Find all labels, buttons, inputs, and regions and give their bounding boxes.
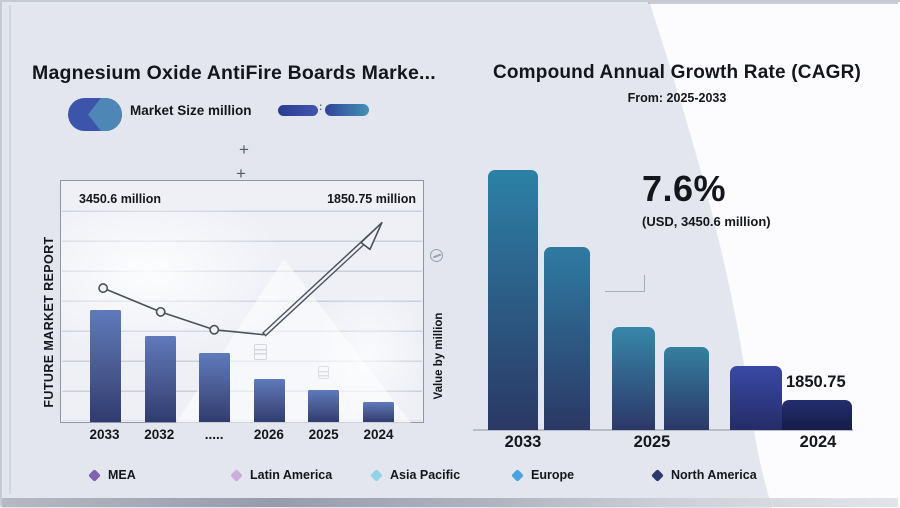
legend-item-label: North America	[671, 468, 757, 482]
bar-2025	[308, 390, 340, 422]
bar-secondary-2025	[664, 347, 709, 430]
x-axis-label-2025: 2025	[633, 433, 671, 451]
bar-pair-2033	[488, 170, 590, 430]
market-size-legend-label: Market Size million	[130, 103, 252, 118]
x-axis-label: 2033	[89, 427, 120, 442]
legend-diamond-icon	[651, 468, 664, 482]
legend-diamond-icon	[230, 468, 243, 482]
left-x-labels: 2033 2032..... 2026 2025 2024	[89, 427, 394, 442]
legend-item-label: Latin America	[250, 468, 333, 482]
bar-.....	[199, 353, 231, 422]
x-axis-label: 2032	[144, 427, 175, 442]
x-axis-line	[473, 429, 853, 431]
bar-secondary-2033	[544, 247, 590, 430]
ratio-pill-right-icon	[325, 104, 369, 116]
bar-pair-2024	[730, 366, 852, 430]
end-value-label: 1850.75 million	[327, 192, 416, 206]
bar-secondary-2024	[782, 400, 852, 430]
minus-circle-icon	[430, 249, 443, 262]
bar-gap	[655, 347, 664, 397]
bar-2024	[362, 402, 394, 422]
bar-pair-2025	[612, 327, 709, 430]
document-icon	[254, 344, 267, 360]
market-size-pill-icon	[68, 98, 122, 131]
bar-2032	[144, 336, 176, 422]
ratio-pill-left-icon	[278, 105, 318, 116]
step-line-decor	[605, 275, 645, 292]
end-value-label-right: 1850.75	[786, 373, 846, 391]
legend-diamond-icon	[511, 468, 524, 482]
x-axis-label: 2025	[308, 427, 339, 442]
frame-line	[9, 5, 11, 494]
legend-item-latin-america: Latin America	[230, 468, 333, 482]
cagr-usd-note: (USD, 3450.6 million)	[642, 214, 771, 229]
plus-icon: +	[236, 164, 246, 183]
page-title: Magnesium Oxide AntiFire Boards Marke...	[32, 62, 436, 84]
plus-icon: +	[239, 140, 249, 159]
legend-item-asia-pacific: Asia Pacific	[370, 468, 461, 482]
bar-gap	[538, 247, 544, 380]
bar-2026	[253, 379, 285, 422]
legend-item-label: Asia Pacific	[390, 468, 461, 482]
cagr-percentage: 7.6%	[642, 168, 727, 209]
x-axis-label: 2024	[363, 427, 394, 442]
legend-item-europe: Europe	[511, 468, 575, 482]
x-axis-label: 2026	[253, 427, 284, 442]
bar-primary-2025	[612, 327, 655, 430]
trend-line-arrow	[98, 221, 383, 337]
start-value-label: 3450.6 million	[79, 192, 161, 206]
bar-primary-2024	[730, 366, 782, 430]
legend-diamond-icon	[88, 468, 101, 482]
legend-diamond-icon	[370, 468, 383, 482]
legend-item-label: Europe	[531, 468, 575, 482]
cagr-subtitle: From: 2025-2033	[627, 91, 727, 105]
left-bar-chart-bars	[90, 307, 394, 422]
bar-2033	[90, 310, 121, 422]
legend-item-mea: MEA	[88, 468, 136, 482]
x-axis-label-2024: 2024	[799, 433, 837, 451]
document-icon	[318, 366, 329, 379]
legend-item-north-america: North America	[651, 468, 757, 482]
legend-item-label: MEA	[108, 468, 136, 482]
frame-line	[648, 2, 898, 4]
bar-primary-2033	[488, 170, 538, 430]
x-axis-label: .....	[204, 427, 224, 442]
ratio-separator: :	[319, 102, 323, 113]
bottom-edge-strip	[2, 498, 898, 507]
cagr-title: Compound Annual Growth Rate (CAGR)	[492, 62, 862, 83]
x-axis-label-2033: 2033	[504, 433, 542, 451]
